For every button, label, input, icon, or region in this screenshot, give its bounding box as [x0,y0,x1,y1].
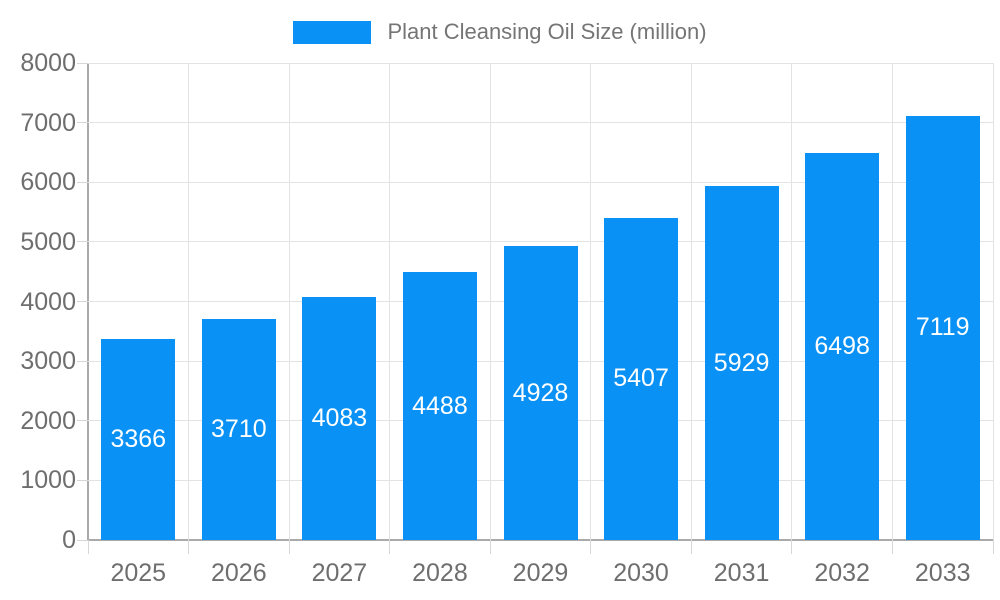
x-tick [188,540,190,554]
x-tick-label: 2029 [512,559,569,587]
gridline-vertical [288,63,290,540]
bar-value-label: 6498 [814,331,870,360]
plot-area: 3366 3710 4083 4488 4928 5407 5929 6498 7119 [77,62,994,554]
x-tick-label: 2027 [311,559,368,587]
gridline-horizontal [88,122,993,124]
x-tick-label: 2030 [613,559,669,587]
y-tick [77,241,88,243]
bar[interactable]: 5929 [704,186,779,540]
legend-label: Plant Cleansing Oil Size (million) [387,19,707,44]
bar[interactable]: 3366 [101,339,176,540]
bar[interactable]: 4928 [503,246,578,540]
gridline-horizontal [88,241,993,243]
x-tick [891,540,893,554]
bar-value-label: 3366 [110,425,167,454]
bar-value-label: 5929 [713,348,770,377]
x-tick [87,540,89,554]
y-tick-label: 0 [62,526,76,554]
gridline-vertical [489,63,491,540]
bar[interactable]: 3710 [201,318,276,540]
y-tick [77,62,88,64]
gridline-vertical [891,63,893,540]
bar-value-label: 4928 [512,378,569,407]
x-axis-line [87,539,994,541]
x-tick-label: 2025 [110,559,167,587]
x-tick [489,540,491,554]
x-tick-label: 2026 [211,559,267,587]
bar-value-label: 4488 [412,391,468,420]
gridline-vertical [590,63,592,540]
bar[interactable]: 7119 [905,115,980,540]
y-tick-label: 7000 [20,108,76,137]
gridline-vertical [389,63,391,540]
x-tick-label: 2033 [914,559,971,587]
y-tick [77,360,88,362]
y-tick-label: 3000 [20,347,76,376]
bar-value-label: 5407 [613,364,669,393]
gridline-horizontal [88,62,993,64]
gridline-vertical [188,63,190,540]
y-tick-label: 6000 [20,168,76,197]
y-tick-label: 5000 [20,227,76,256]
y-tick [77,181,88,183]
gridline-vertical [791,63,793,540]
gridline-vertical [992,63,994,540]
y-tick-label: 2000 [20,406,76,435]
bar[interactable]: 5407 [604,217,679,540]
x-tick-label: 2028 [412,559,468,587]
bar[interactable]: 6498 [805,152,880,540]
y-tick [77,301,88,302]
y-tick [77,479,88,481]
bar-value-label: 4083 [311,403,368,432]
y-tick [77,420,88,422]
bar[interactable]: 4488 [402,272,477,540]
x-tick [791,540,793,554]
legend[interactable]: Plant Cleansing Oil Size (million) [0,19,1000,45]
y-tick-label: 4000 [20,287,76,316]
x-tick [389,540,391,554]
y-tick-label: 8000 [20,49,76,77]
gridline-vertical [690,63,692,540]
bar-value-label: 7119 [915,313,970,342]
y-tick [77,122,88,124]
x-tick-label: 2031 [713,559,770,587]
x-tick [288,540,290,554]
gridline-horizontal [88,181,993,183]
y-tick-label: 1000 [20,466,76,495]
bar[interactable]: 4083 [302,296,377,540]
x-tick-label: 2032 [814,559,870,587]
x-tick [992,540,994,554]
x-tick [690,540,692,554]
y-tick [77,539,88,541]
x-tick [590,540,592,554]
legend-swatch [293,20,372,44]
bar-value-label: 3710 [211,414,267,443]
